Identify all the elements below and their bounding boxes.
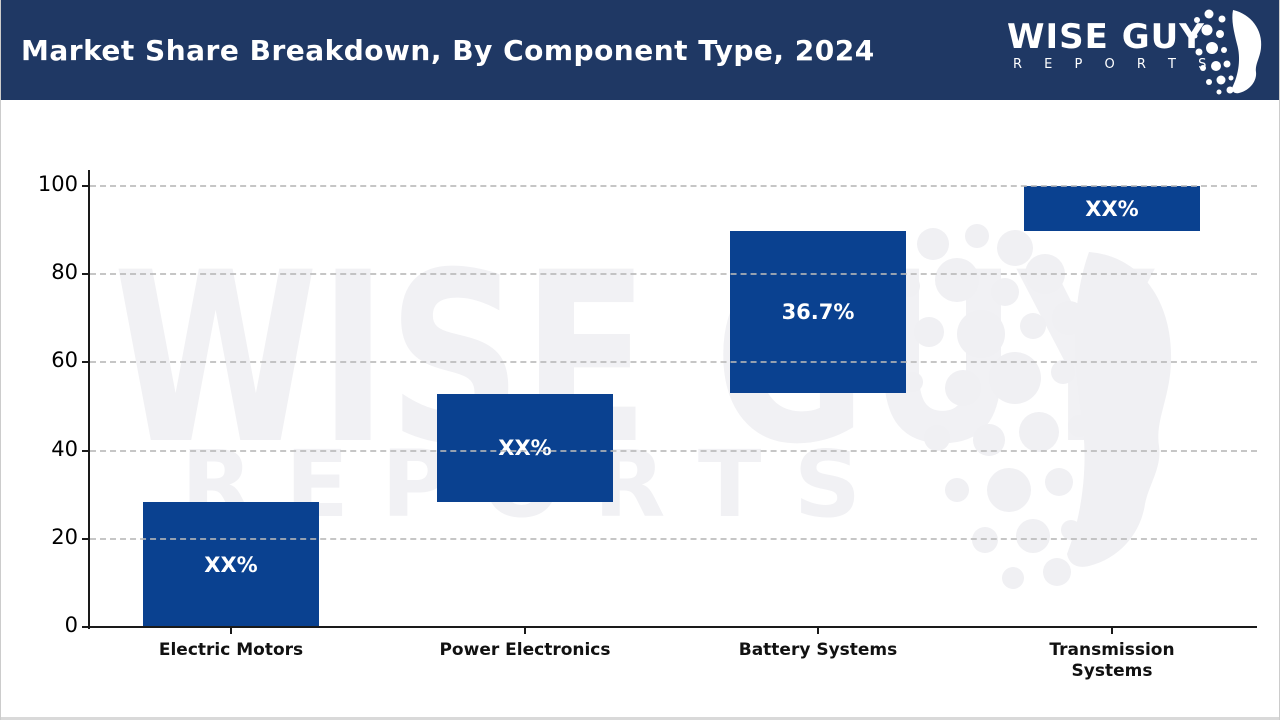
gridline-100 bbox=[90, 185, 1257, 187]
category-label-3: Battery Systems bbox=[738, 640, 898, 660]
watermark-head-icon bbox=[873, 222, 1193, 606]
y-tick-label-60: 60 bbox=[51, 348, 78, 373]
y-tick-label-20: 20 bbox=[51, 524, 78, 549]
gridline-40 bbox=[90, 449, 1257, 452]
y-tick-60 bbox=[82, 361, 88, 364]
brand-logo: WISE GUY R E P O R T S bbox=[1007, 6, 1267, 96]
y-tick-label-80: 80 bbox=[51, 260, 78, 285]
y-tick-label-40: 40 bbox=[51, 436, 78, 461]
brand-logo-text: WISE GUY R E P O R T S bbox=[1007, 17, 1216, 72]
waterfall-bar-1: XX% bbox=[143, 502, 319, 627]
page-title: Market Share Breakdown, By Component Typ… bbox=[21, 33, 875, 67]
y-tick-0 bbox=[82, 626, 88, 628]
y-tick-40 bbox=[82, 449, 88, 452]
brand-logo-head-icon bbox=[1189, 6, 1267, 100]
x-axis-spine bbox=[88, 626, 1257, 628]
x-tick-2 bbox=[524, 628, 526, 634]
bottom-border bbox=[1, 717, 1279, 720]
y-tick-label-100: 100 bbox=[37, 172, 78, 196]
x-tick-4 bbox=[1111, 628, 1113, 634]
category-label-4: Transmission Systems bbox=[1049, 640, 1175, 681]
waterfall-bar-3: 36.7% bbox=[730, 231, 906, 394]
y-tick-100 bbox=[82, 185, 88, 187]
y-tick-label-0: 0 bbox=[64, 613, 78, 637]
bar-value-label: XX% bbox=[204, 552, 258, 577]
category-label-1: Electric Motors bbox=[158, 640, 304, 660]
bar-value-label: XX% bbox=[498, 435, 552, 460]
header-bar: Market Share Breakdown, By Component Typ… bbox=[1, 0, 1279, 100]
brand-logo-subtitle: R E P O R T S bbox=[1013, 57, 1216, 72]
y-tick-80 bbox=[82, 273, 88, 276]
y-axis-spine bbox=[88, 170, 90, 629]
waterfall-bar-4: XX% bbox=[1024, 186, 1200, 232]
waterfall-bar-2: XX% bbox=[437, 393, 613, 503]
bar-value-label: XX% bbox=[1085, 196, 1139, 221]
gridline-80 bbox=[90, 273, 1257, 276]
gridline-60 bbox=[90, 361, 1257, 364]
y-tick-20 bbox=[82, 537, 88, 540]
bar-value-label: 36.7% bbox=[781, 300, 855, 325]
brand-logo-name: WISE GUY bbox=[1007, 17, 1205, 57]
gridline-20 bbox=[90, 537, 1257, 540]
x-tick-1 bbox=[230, 628, 232, 634]
x-tick-3 bbox=[817, 628, 819, 634]
category-label-2: Power Electronics bbox=[439, 640, 611, 660]
